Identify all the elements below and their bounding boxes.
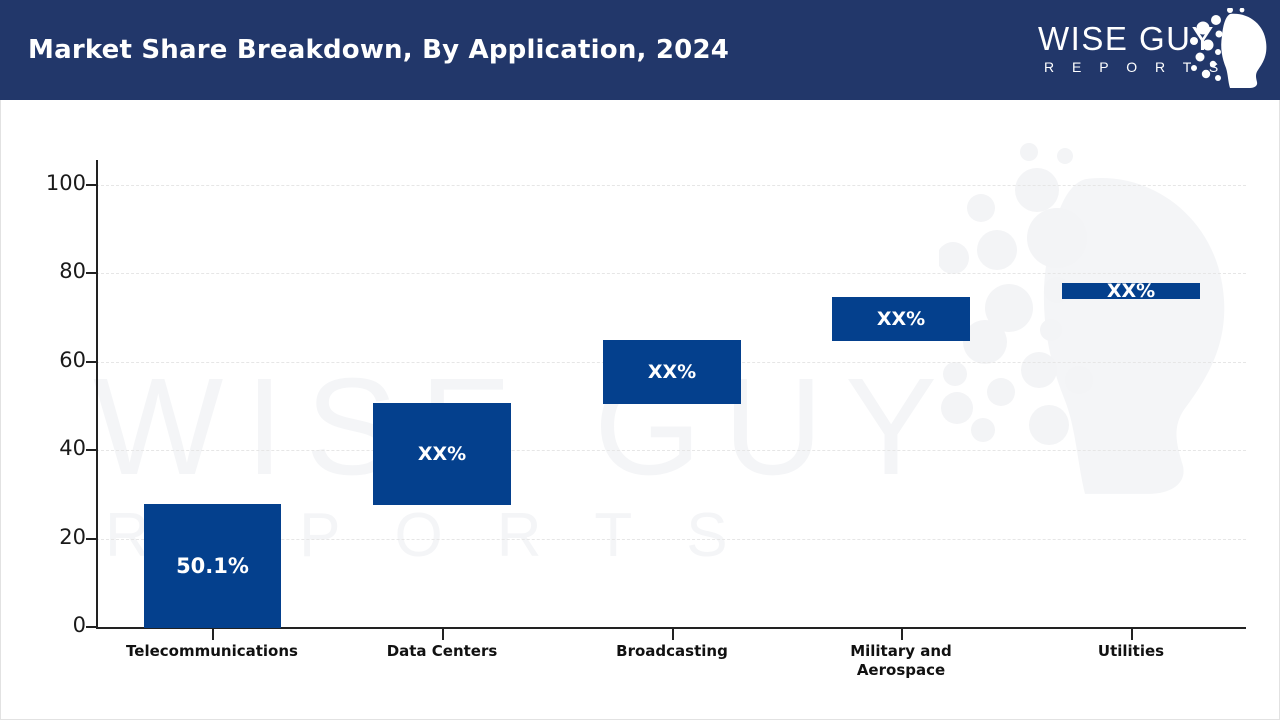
x-axis-tick-mark bbox=[212, 629, 214, 640]
gridline bbox=[96, 185, 1246, 186]
x-axis-category-label: Utilities bbox=[1021, 642, 1241, 661]
bar-segment[interactable]: XX% bbox=[373, 403, 511, 505]
y-axis-line bbox=[96, 160, 98, 629]
x-axis-category-label-line: Data Centers bbox=[386, 642, 498, 660]
x-axis-category-label: Broadcasting bbox=[562, 642, 782, 661]
x-axis-tick-mark bbox=[442, 629, 444, 640]
y-axis-tick-label: 0 bbox=[72, 613, 86, 637]
dotted-head-profile-icon bbox=[1190, 8, 1267, 88]
dotted-head-profile-watermark bbox=[939, 143, 1225, 494]
y-axis-tick-mark bbox=[86, 538, 97, 540]
gridline bbox=[96, 450, 1246, 451]
x-axis-category-label-line: Telecommunications bbox=[126, 642, 298, 660]
plot-region: 100 80 60 40 20 0 50.1% XX% XX% XX% XX% Telecommu… bbox=[1, 100, 1279, 719]
x-axis-category-label: Military and Aerospace bbox=[791, 642, 1011, 680]
bar-segment[interactable]: XX% bbox=[832, 297, 970, 341]
y-axis-tick-label: 60 bbox=[59, 348, 86, 372]
x-axis-category-label-line: Broadcasting bbox=[616, 642, 728, 660]
x-axis-category-label: Data Centers bbox=[332, 642, 552, 661]
x-axis-tick-mark bbox=[901, 629, 903, 640]
brand-logo-primary-text: WISE GUY bbox=[1038, 20, 1216, 57]
y-axis-tick-label: 100 bbox=[45, 171, 86, 195]
bar-value-label: XX% bbox=[417, 443, 467, 465]
gridline bbox=[96, 539, 1246, 540]
y-axis-tick-label: 80 bbox=[59, 259, 86, 283]
gridline bbox=[96, 273, 1246, 274]
x-axis-line bbox=[96, 627, 1246, 629]
bar-segment[interactable]: 50.1% bbox=[144, 504, 281, 628]
page-title: Market Share Breakdown, By Application, … bbox=[28, 35, 730, 65]
bar-value-label: XX% bbox=[1106, 283, 1156, 299]
y-axis-tick-mark bbox=[86, 449, 97, 451]
bar-segment[interactable]: XX% bbox=[1062, 283, 1200, 299]
bar-value-label: XX% bbox=[647, 361, 697, 383]
x-axis-category-label-line: Aerospace bbox=[856, 661, 946, 679]
x-axis-tick-mark bbox=[672, 629, 674, 640]
bar-value-label: 50.1% bbox=[176, 554, 249, 578]
watermark-line-1: WISE GUY bbox=[93, 350, 960, 504]
y-axis-tick-mark bbox=[86, 184, 97, 186]
brand-logo: WISE GUY R E P O R T S bbox=[1022, 6, 1274, 94]
x-axis-tick-mark bbox=[1131, 629, 1133, 640]
y-axis-tick-label: 20 bbox=[59, 525, 86, 549]
bar-segment[interactable]: XX% bbox=[603, 340, 741, 404]
x-axis-category-label-line: Military and bbox=[850, 642, 952, 660]
y-axis-tick-mark bbox=[86, 361, 97, 363]
y-axis-tick-mark bbox=[86, 626, 97, 628]
y-axis-tick-label: 40 bbox=[59, 436, 86, 460]
page-header: Market Share Breakdown, By Application, … bbox=[0, 0, 1280, 100]
brand-logo-secondary-text: R E P O R T S bbox=[1044, 59, 1226, 75]
y-axis-tick-mark bbox=[86, 272, 97, 274]
x-axis-category-label-line: Utilities bbox=[1097, 642, 1165, 660]
x-axis-category-label: Telecommunications bbox=[102, 642, 322, 661]
bar-value-label: XX% bbox=[876, 308, 926, 330]
chart-canvas: WISE GUY REPORTS bbox=[0, 100, 1280, 720]
